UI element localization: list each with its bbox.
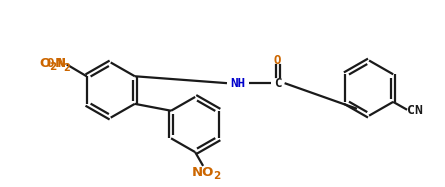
Text: CN: CN [407, 104, 423, 117]
Text: O: O [274, 54, 281, 67]
Text: O: O [46, 57, 54, 70]
Text: 2: 2 [214, 171, 221, 181]
Text: C: C [274, 77, 281, 90]
Text: N: N [55, 57, 66, 70]
Text: NH: NH [231, 77, 245, 90]
Text: 2: 2 [49, 62, 57, 72]
Text: N: N [57, 57, 65, 70]
Text: O: O [39, 57, 50, 70]
Text: 2: 2 [63, 63, 69, 73]
Text: NO: NO [192, 166, 214, 179]
